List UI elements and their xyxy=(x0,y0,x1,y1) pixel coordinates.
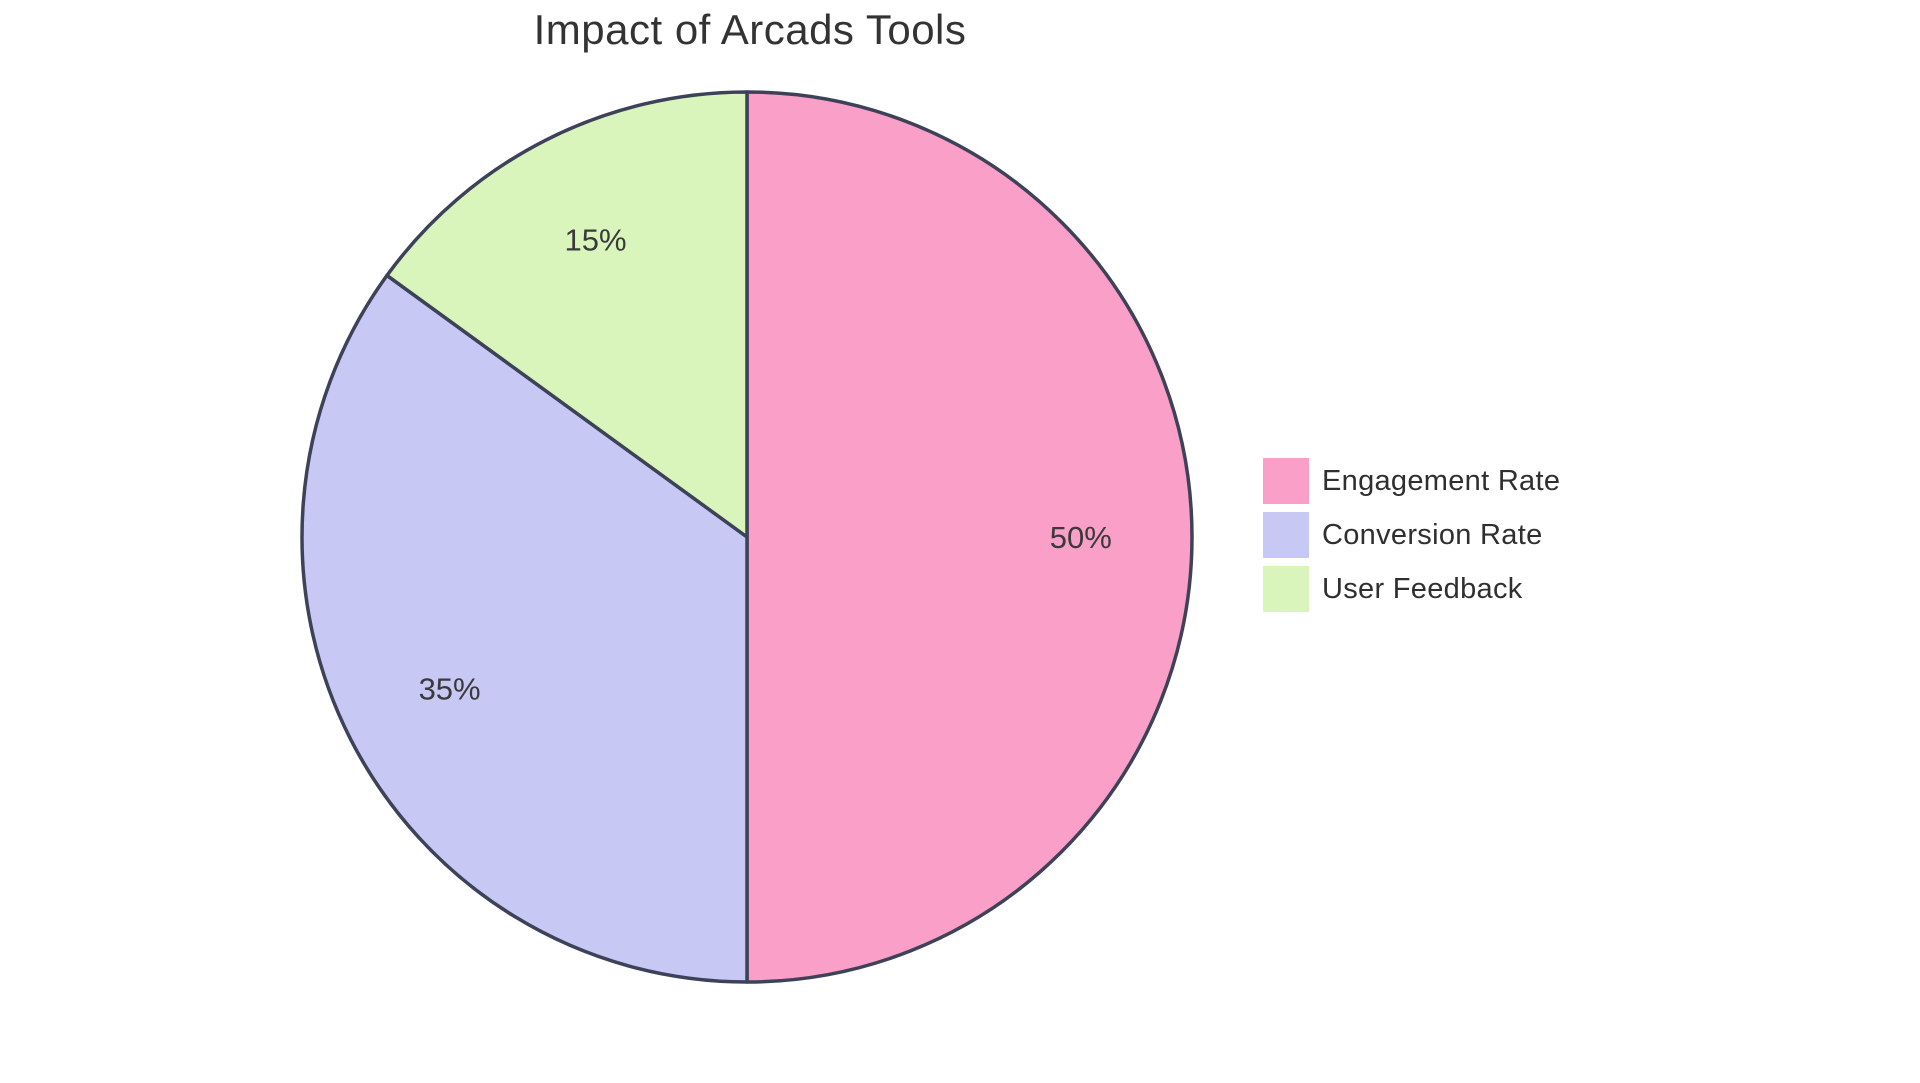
legend-swatch-engagement-rate xyxy=(1263,458,1309,504)
pie-slice-user-feedback[interactable] xyxy=(385,90,749,539)
pie-slice-conversion-rate[interactable] xyxy=(300,273,749,984)
chart-title: Impact of Arcads Tools xyxy=(533,6,967,53)
legend-item-conversion-rate[interactable]: Conversion Rate xyxy=(1263,512,1560,558)
legend: Engagement Rate Conversion Rate User Fee… xyxy=(1263,458,1560,620)
legend-swatch-user-feedback xyxy=(1263,566,1309,612)
pie-slice-label: 50% xyxy=(1050,520,1112,555)
pie-slice-label: 35% xyxy=(419,671,481,706)
legend-swatch-conversion-rate xyxy=(1263,512,1309,558)
legend-label-conversion-rate: Conversion Rate xyxy=(1322,518,1543,551)
legend-label-user-feedback: User Feedback xyxy=(1322,572,1523,605)
legend-item-user-feedback[interactable]: User Feedback xyxy=(1263,566,1560,612)
pie-slice-engagement-rate[interactable] xyxy=(745,90,1194,984)
legend-label-engagement-rate: Engagement Rate xyxy=(1322,464,1561,497)
legend-item-engagement-rate[interactable]: Engagement Rate xyxy=(1263,458,1560,504)
pie-slice-label: 15% xyxy=(564,222,626,257)
